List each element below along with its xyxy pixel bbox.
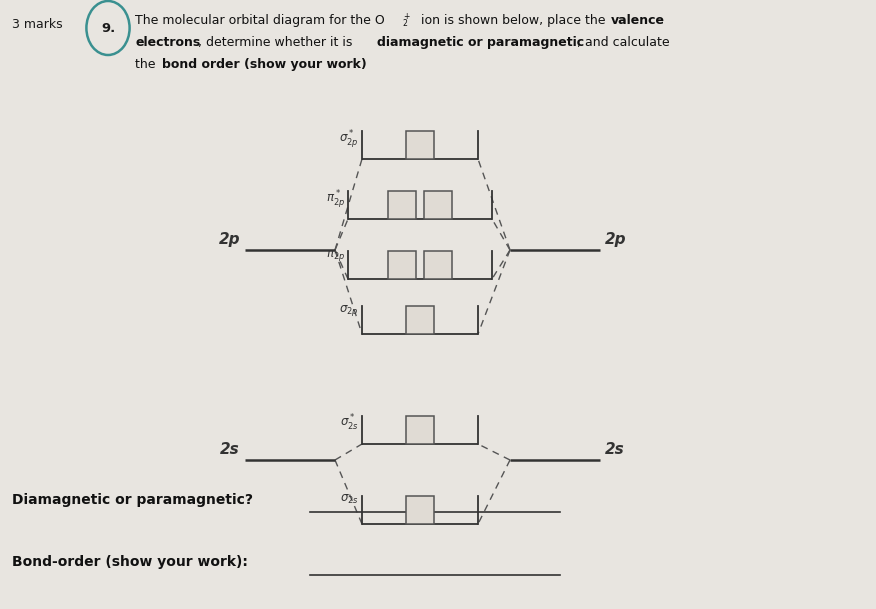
Bar <box>406 306 434 334</box>
Text: valence: valence <box>611 14 665 27</box>
Text: 2s: 2s <box>220 442 240 457</box>
Text: electrons: electrons <box>135 36 201 49</box>
Text: 9.: 9. <box>101 21 115 35</box>
Text: $\sigma_{2p}$: $\sigma_{2p}$ <box>340 303 359 318</box>
Text: $\pi^*_{2p}$: $\pi^*_{2p}$ <box>326 188 345 210</box>
Text: .: . <box>353 58 357 71</box>
Text: , determine whether it is: , determine whether it is <box>198 36 357 49</box>
Bar <box>388 251 416 279</box>
Bar <box>406 416 434 444</box>
Text: $\sigma_{2s}$: $\sigma_{2s}$ <box>340 493 359 506</box>
Text: $\sigma^*_{2s}$: $\sigma^*_{2s}$ <box>340 413 359 433</box>
Text: diamagnetic or paramagnetic: diamagnetic or paramagnetic <box>377 36 584 49</box>
Text: $\pi_{2p}$: $\pi_{2p}$ <box>326 248 345 263</box>
Text: 2p: 2p <box>218 232 240 247</box>
Text: Diamagnetic or paramagnetic?: Diamagnetic or paramagnetic? <box>12 493 253 507</box>
Text: 3 marks: 3 marks <box>12 18 62 31</box>
Text: $\sigma^*_{2p}$: $\sigma^*_{2p}$ <box>340 128 359 150</box>
Bar <box>424 191 452 219</box>
Text: The molecular orbital diagram for the O: The molecular orbital diagram for the O <box>135 14 385 27</box>
Bar <box>406 496 434 524</box>
Bar <box>424 251 452 279</box>
Text: Bond-order (show your work):: Bond-order (show your work): <box>12 555 248 569</box>
Text: the: the <box>135 58 159 71</box>
Text: , and calculate: , and calculate <box>577 36 670 49</box>
Text: $_2^+$: $_2^+$ <box>402 12 412 30</box>
Text: 2p: 2p <box>605 232 626 247</box>
Bar <box>406 131 434 159</box>
Text: ion is shown below, place the: ion is shown below, place the <box>417 14 610 27</box>
Bar <box>388 191 416 219</box>
Text: 2s: 2s <box>605 442 625 457</box>
Text: bond order (show your work): bond order (show your work) <box>162 58 367 71</box>
